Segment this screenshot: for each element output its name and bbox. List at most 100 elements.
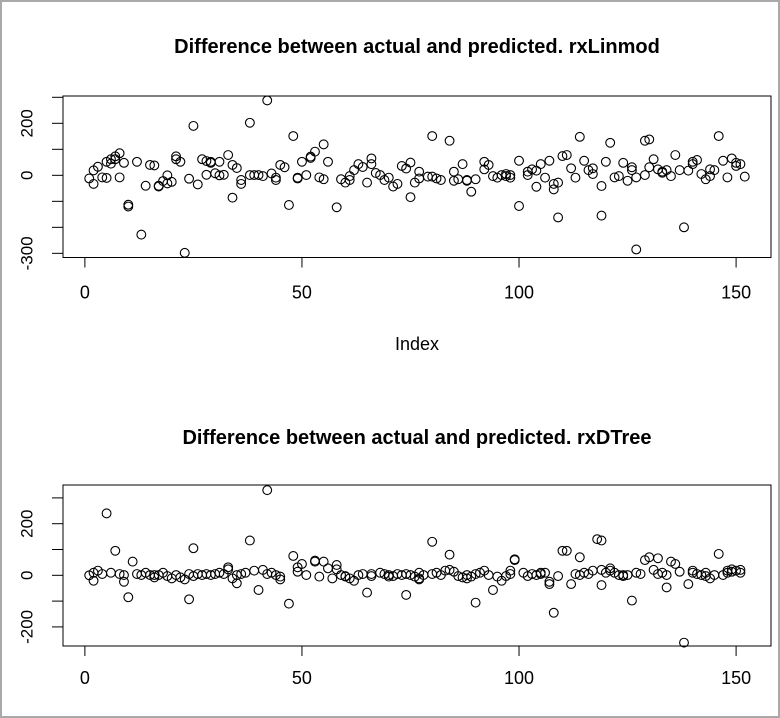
data-point [648,154,659,165]
data-point [336,570,346,580]
data-point [236,175,247,185]
data-point [735,159,746,170]
data-point [114,569,125,579]
data-point [297,156,307,167]
data-point [713,548,724,559]
data-point [383,571,394,582]
data-point [722,172,733,183]
data-point [514,155,524,166]
x-tick-label: 150 [721,668,751,688]
data-point [618,157,629,168]
data-point [639,170,650,181]
data-point [405,157,416,168]
data-point [626,595,637,606]
data-point [127,556,138,567]
data-point [214,156,225,167]
data-point [244,535,255,546]
data-point [123,592,134,603]
data-point [110,545,121,556]
data-point [244,117,255,128]
data-point [188,120,199,131]
data-point [557,151,568,162]
data-point [713,131,724,141]
x-axis-label-index: Index [394,334,440,354]
data-point [566,579,577,590]
data-point [666,171,676,182]
data-point [114,148,125,159]
data-point [270,172,281,183]
data-point [218,169,229,180]
data-point [461,573,472,584]
data-point [626,162,637,173]
data-point [353,570,364,580]
data-point [679,637,689,648]
data-point [622,175,633,186]
plot-box [62,95,772,258]
data-point [553,571,564,582]
data-point [661,582,672,593]
data-point [123,201,134,212]
data-point [718,155,729,166]
data-point [214,567,225,578]
data-point [297,559,307,569]
data-point [88,178,99,189]
scatter-plot-rxlinmod: 200 0 -300 0 50 100 150 [17,95,772,303]
scatter-plot-rxdtree: 200 0 -200 0 50 100 150 [17,484,772,688]
data-point [366,569,377,579]
data-point [535,159,546,170]
data-point [349,165,359,176]
data-point [288,131,299,141]
data-point [540,567,551,578]
data-point [544,155,555,166]
data-point [679,222,689,233]
data-point [548,178,559,189]
data-point [262,485,273,496]
data-point [683,579,694,590]
data-point [674,566,685,577]
data-point [175,156,186,167]
x-tick-label: 150 [721,283,751,303]
data-point [318,174,329,185]
data-point [327,573,338,584]
data-point [162,178,173,189]
y-tick-label: -300 [17,236,36,270]
x-tick-label: 0 [80,283,90,303]
data-point [84,173,95,184]
data-point [331,202,342,213]
data-point [670,150,681,160]
data-point [570,172,581,183]
data-point [401,569,412,579]
data-point [644,162,655,173]
data-point [674,165,685,176]
data-point [505,170,516,181]
data-point [227,192,238,203]
data-point [279,162,290,173]
data-point [444,135,455,146]
data-point [574,552,585,563]
data-point [731,157,742,168]
data-point [119,576,129,587]
data-point [323,563,333,574]
data-point [223,562,234,573]
data-point [657,166,668,177]
data-point [262,95,273,106]
data-point [88,575,99,586]
data-point [466,186,477,197]
data-point [275,571,286,582]
data-point [257,171,268,182]
data-point [709,165,720,176]
plot-title-rxdtree: Difference between actual and predicted.… [182,427,652,449]
data-point [149,160,160,171]
data-point [301,170,312,181]
data-point [201,169,212,180]
data-point [331,560,342,570]
data-point [566,163,577,174]
y-tick-label: -200 [17,610,36,644]
data-point [288,551,299,561]
data-point [292,172,303,183]
data-point [644,134,655,145]
data-point [323,156,333,167]
data-point [97,172,108,183]
data-point [140,180,151,191]
